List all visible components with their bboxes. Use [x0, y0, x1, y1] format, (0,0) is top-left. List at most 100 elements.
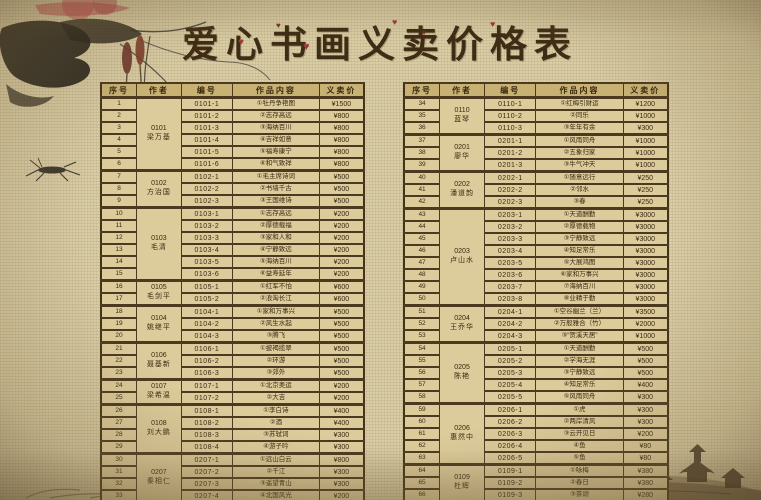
author-name: 毛清: [150, 244, 167, 251]
price-cell: ¥300: [622, 390, 669, 405]
serial-cell: 20: [100, 329, 137, 344]
price-cell: ¥400: [622, 378, 669, 392]
column-header: 编号: [483, 82, 537, 99]
serial-cell: 1: [100, 96, 137, 111]
author-code: 0102: [151, 180, 167, 188]
author-cell: 0107 梁希温: [136, 378, 182, 406]
code-cell: 0207-4: [180, 489, 233, 500]
price-cell: ¥1000: [622, 146, 669, 160]
serial-cell: 62: [403, 439, 441, 453]
price-cell: ¥800: [318, 145, 365, 159]
serial-cell: 44: [403, 220, 441, 234]
column-header: 义卖价: [622, 82, 669, 99]
author-cell: 0102 方治国: [136, 169, 182, 209]
price-table-right: 序号 作者 编号 作品内容 义卖价 34 0110 蓝琴 0110-1 ①红梅引财运 ¥1200 35…: [403, 82, 669, 500]
author-code: 0202: [454, 181, 470, 189]
serial-cell: 66: [403, 488, 441, 500]
artwork-cell: ②学海无涯: [535, 354, 624, 368]
column-header: 作品内容: [231, 82, 320, 99]
table-row: 54 0205 陈艳 0205-1 ①天道酬勤 ¥500: [403, 341, 669, 405]
price-cell: ¥500: [318, 182, 365, 196]
code-cell: 0103-2: [180, 219, 233, 233]
author-cell: 0106 聂基新: [136, 341, 182, 381]
code-cell: 0207-3: [180, 477, 233, 491]
code-cell: 0107-1: [180, 378, 233, 393]
heart-icon: ♥: [490, 19, 496, 29]
serial-cell: 31: [100, 465, 137, 479]
author-name: 梁希温: [146, 392, 171, 399]
artwork-cell: ③云开见日: [535, 427, 624, 441]
serial-cell: 59: [403, 402, 441, 417]
heart-icon: ♥: [238, 37, 244, 48]
table-row: 18 0104 姚继平 0104-1 ①家和万事兴 ¥500: [100, 304, 365, 344]
price-cell: ¥250: [622, 195, 669, 210]
table-row: 40 0202 潘道韵 0202-1 ①随意远行 ¥250: [403, 170, 669, 210]
code-cell: 0101-2: [180, 109, 233, 123]
artwork-cell: ②书墙千古: [231, 182, 320, 196]
serial-cell: 38: [403, 146, 441, 160]
table-header: 序号 作者 编号 作品内容 义卖价: [100, 82, 365, 99]
artwork-cell: ①风雨同舟: [535, 133, 624, 148]
artwork-cell: ①随意远行: [535, 170, 624, 185]
artwork-cell: ①志存高远: [231, 206, 320, 221]
artwork-cell: ②环游: [231, 354, 320, 368]
column-header: 作者: [136, 82, 182, 99]
price-cell: ¥200: [318, 391, 365, 406]
author-cell: 0202 潘道韵: [439, 170, 485, 210]
author-code: 0206: [454, 425, 470, 433]
code-cell: 0206-4: [483, 439, 537, 453]
serial-cell: 53: [403, 329, 441, 344]
serial-cell: 52: [403, 317, 441, 331]
code-cell: 0103-5: [180, 255, 233, 269]
code-cell: 0110-2: [483, 109, 537, 123]
author-name: 聂基新: [146, 361, 171, 368]
serial-cell: 58: [403, 390, 441, 405]
table-row: 64 0109 杜辉 0109-1 ①咏梅 ¥380: [403, 463, 669, 500]
serial-cell: 54: [403, 341, 441, 356]
serial-cell: 19: [100, 317, 137, 331]
artwork-cell: ③遥望青山: [231, 477, 320, 491]
table-row: 30 0207 秦相仁 0207-1 ①远山白云 ¥800: [100, 452, 365, 500]
code-cell: 0202-1: [483, 170, 537, 185]
code-cell: 0109-2: [483, 476, 537, 490]
author-code: 0104: [151, 315, 167, 323]
artwork-cell: ⑥和气致祥: [231, 157, 320, 172]
artwork-cell: ②厚德载福: [231, 219, 320, 233]
serial-cell: 15: [100, 267, 137, 282]
code-cell: 0103-3: [180, 231, 233, 245]
code-cell: 0203-1: [483, 207, 537, 222]
price-cell: ¥3000: [622, 220, 669, 234]
serial-cell: 21: [100, 341, 137, 356]
author-cell: 0101 梁万基: [136, 96, 182, 172]
serial-cell: 43: [403, 207, 441, 222]
serial-cell: 50: [403, 292, 441, 307]
serial-cell: 24: [100, 378, 137, 393]
code-cell: 0204-2: [483, 317, 537, 331]
code-cell: 0104-1: [180, 304, 233, 319]
artwork-cell: ②风生水起: [231, 317, 320, 331]
price-cell: ¥3000: [622, 256, 669, 270]
table-row: 37 0201 廖华 0201-1 ①风雨同舟 ¥1000: [403, 133, 669, 173]
code-cell: 0107-2: [180, 391, 233, 406]
author-code: 0203: [454, 248, 470, 256]
code-cell: 0203-2: [483, 220, 537, 234]
code-cell: 0205-3: [483, 366, 537, 380]
code-cell: 0201-1: [483, 133, 537, 148]
artwork-cell: ⑤鱼: [535, 451, 624, 466]
serial-cell: 9: [100, 194, 137, 209]
author-cell: 0204 王乔华: [439, 304, 485, 344]
author-name: 惠然中: [450, 434, 475, 441]
price-cell: ¥1000: [622, 109, 669, 123]
code-cell: 0204-1: [483, 304, 537, 319]
price-cell: ¥200: [318, 267, 365, 282]
heart-icon: ♥: [276, 21, 281, 30]
serial-cell: 27: [100, 416, 137, 430]
code-cell: 0201-3: [483, 158, 537, 173]
price-cell: ¥1000: [622, 158, 669, 173]
serial-cell: 47: [403, 256, 441, 270]
price-cell: ¥250: [622, 183, 669, 197]
serial-cell: 42: [403, 195, 441, 210]
serial-cell: 16: [100, 279, 137, 294]
price-cell: ¥3000: [622, 207, 669, 222]
serial-cell: 11: [100, 219, 137, 233]
